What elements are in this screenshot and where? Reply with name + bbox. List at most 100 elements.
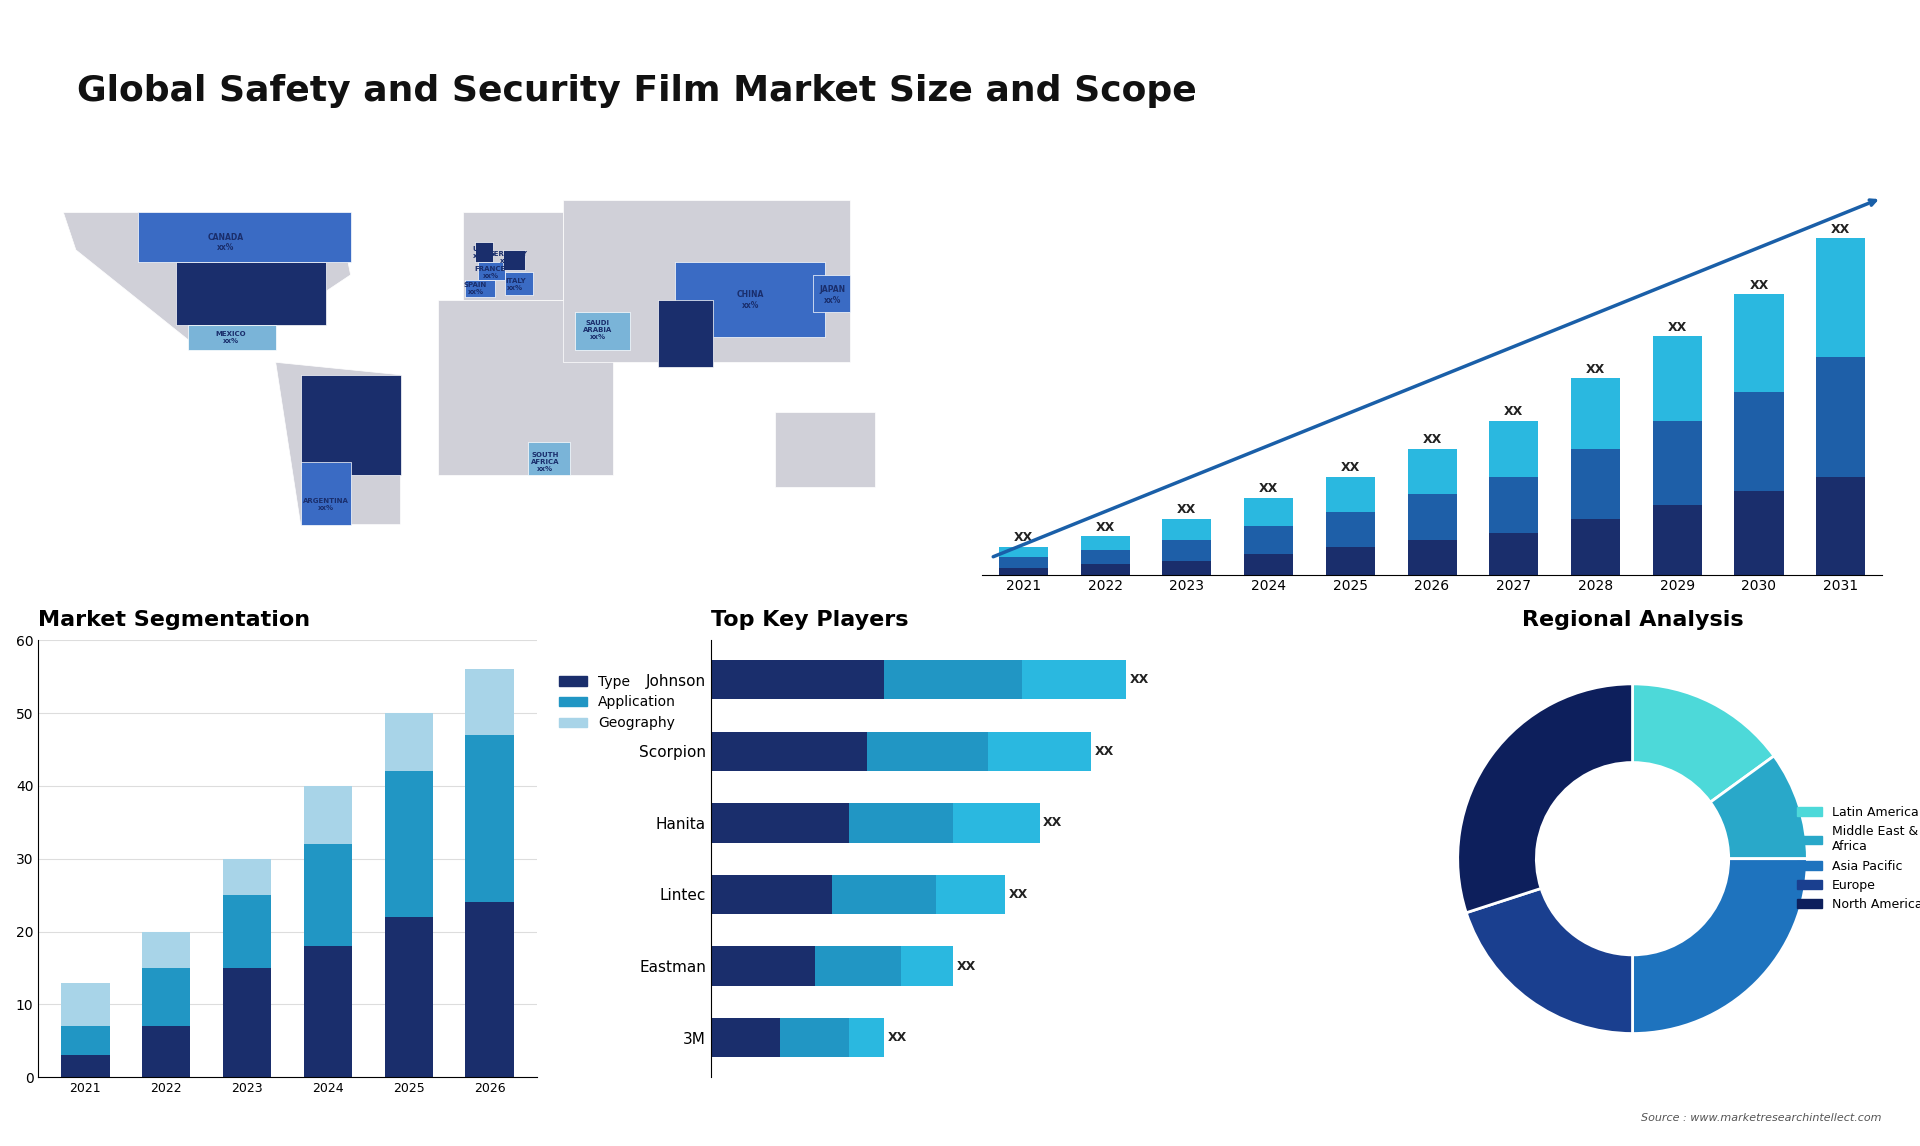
Bar (1490, 421, 1538, 477)
Text: ITALY
xx%: ITALY xx% (505, 278, 526, 291)
Bar (61, 1055, 109, 1077)
Bar (935, 874, 1004, 915)
Bar (849, 1018, 883, 1058)
Bar (1734, 392, 1784, 490)
Bar (303, 786, 351, 845)
Bar (1816, 477, 1864, 574)
Bar (710, 731, 866, 771)
Bar (1244, 554, 1292, 574)
Bar (1653, 421, 1701, 504)
Text: Source : www.marketresearchintellect.com: Source : www.marketresearchintellect.com (1642, 1113, 1882, 1123)
Bar (384, 771, 434, 917)
Text: U.S.
xx%: U.S. xx% (230, 283, 248, 303)
Text: MEXICO
xx%: MEXICO xx% (215, 331, 246, 344)
Bar (1162, 560, 1212, 574)
Bar (465, 735, 515, 902)
Bar (998, 567, 1048, 574)
Text: XX: XX (887, 1031, 906, 1044)
Bar (61, 982, 109, 1027)
Text: SAUDI
ARABIA
xx%: SAUDI ARABIA xx% (584, 320, 612, 340)
Bar (1490, 533, 1538, 574)
Text: XX: XX (1503, 406, 1523, 418)
Legend: Latin America, Middle East &
Africa, Asia Pacific, Europe, North America: Latin America, Middle East & Africa, Asi… (1791, 801, 1920, 916)
Text: XX: XX (1668, 321, 1688, 335)
Bar (1081, 564, 1129, 574)
Bar (223, 968, 271, 1077)
Text: XX: XX (1260, 482, 1279, 495)
Text: XX: XX (1586, 363, 1605, 376)
Wedge shape (1632, 684, 1774, 802)
Bar (710, 803, 849, 842)
Bar (384, 917, 434, 1077)
Text: XX: XX (1014, 532, 1033, 544)
Text: XX: XX (1177, 503, 1196, 517)
Bar (1653, 504, 1701, 574)
Text: Market Segmentation: Market Segmentation (38, 611, 311, 630)
Bar (710, 1018, 780, 1058)
Text: XX: XX (1340, 462, 1359, 474)
Text: XX: XX (1423, 433, 1442, 447)
Bar (1021, 660, 1125, 699)
Text: CANADA
xx%: CANADA xx% (207, 233, 244, 252)
Text: Global Safety and Security Film Market Size and Scope: Global Safety and Security Film Market S… (77, 74, 1196, 109)
Circle shape (1536, 762, 1728, 955)
Bar (1571, 518, 1620, 574)
Bar (1407, 540, 1457, 574)
Bar (1816, 358, 1864, 477)
Text: BRAZIL
xx%: BRAZIL xx% (334, 425, 363, 439)
Bar (1162, 518, 1212, 540)
Bar (831, 874, 935, 915)
Text: INDIA
xx%: INDIA xx% (670, 325, 695, 345)
Bar (1653, 337, 1701, 421)
Bar (1081, 550, 1129, 564)
Bar (866, 731, 987, 771)
Wedge shape (1457, 684, 1632, 912)
Title: Regional Analysis: Regional Analysis (1523, 611, 1743, 630)
Bar (1490, 477, 1538, 533)
Wedge shape (1632, 858, 1807, 1034)
Bar (223, 895, 271, 968)
Text: XX: XX (1096, 521, 1116, 534)
Bar (710, 660, 883, 699)
Bar (1571, 448, 1620, 518)
Bar (710, 947, 814, 986)
Bar (465, 669, 515, 735)
Bar (1816, 238, 1864, 358)
Bar (1734, 490, 1784, 574)
Text: JAPAN
xx%: JAPAN xx% (820, 285, 845, 305)
Bar (1162, 540, 1212, 560)
Bar (142, 1027, 190, 1077)
Text: XX: XX (1749, 280, 1768, 292)
Text: XX: XX (1094, 745, 1114, 758)
Bar (1734, 295, 1784, 392)
Bar (849, 803, 952, 842)
Text: SPAIN
xx%: SPAIN xx% (465, 282, 488, 296)
Bar (61, 1027, 109, 1055)
Bar (1327, 547, 1375, 574)
Text: FRANCE
xx%: FRANCE xx% (474, 266, 507, 278)
Text: ARGENTINA
xx%: ARGENTINA xx% (303, 499, 349, 511)
Bar (1407, 494, 1457, 540)
Text: U.K.
xx%: U.K. xx% (472, 246, 490, 259)
Bar (1244, 497, 1292, 526)
Bar (1407, 448, 1457, 494)
Bar (987, 731, 1091, 771)
Text: XX: XX (1832, 223, 1851, 236)
Text: XX: XX (1129, 673, 1148, 686)
Bar (1327, 477, 1375, 511)
Bar (142, 968, 190, 1027)
Bar (1244, 526, 1292, 554)
Bar (952, 803, 1039, 842)
Bar (465, 902, 515, 1077)
Wedge shape (1711, 756, 1807, 858)
Text: CHINA
xx%: CHINA xx% (737, 290, 764, 309)
Text: Top Key Players: Top Key Players (710, 611, 908, 630)
Text: XX: XX (956, 959, 975, 973)
Bar (1327, 511, 1375, 547)
Text: XX: XX (1043, 816, 1062, 830)
Bar (998, 557, 1048, 567)
Bar (998, 547, 1048, 557)
Bar (223, 858, 271, 895)
Bar (900, 947, 952, 986)
Text: GERMANY
xx%: GERMANY xx% (488, 251, 528, 264)
